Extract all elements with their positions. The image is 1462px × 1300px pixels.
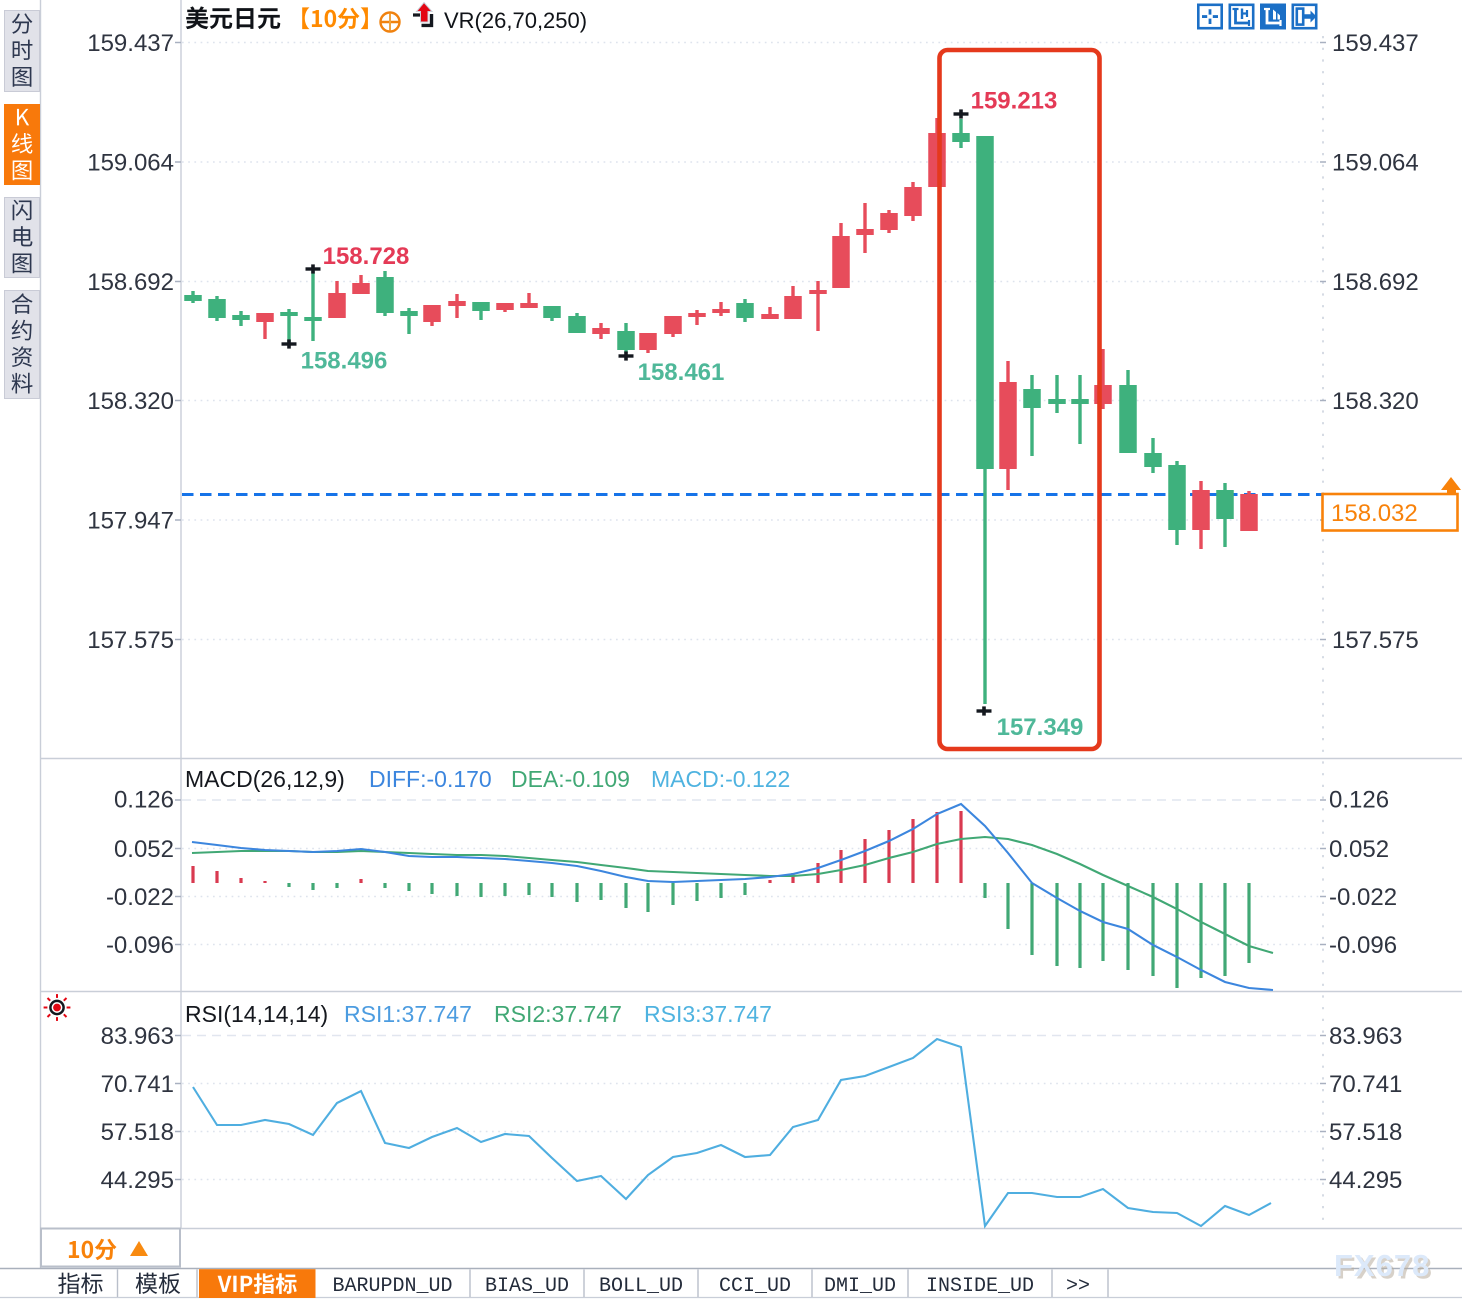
svg-text:159.064: 159.064 [87, 150, 174, 177]
svg-text:158.692: 158.692 [87, 269, 174, 296]
svg-text:158.320: 158.320 [87, 388, 174, 415]
svg-text:-0.096: -0.096 [1329, 932, 1397, 959]
svg-text:RSI2:37.747: RSI2:37.747 [494, 1001, 622, 1027]
svg-text:159.437: 159.437 [87, 30, 174, 57]
svg-text:DMI_UD: DMI_UD [824, 1275, 896, 1298]
svg-text:MACD(26,12,9): MACD(26,12,9) [185, 766, 345, 792]
svg-text:-0.096: -0.096 [106, 932, 174, 959]
svg-text:MACD:-0.122: MACD:-0.122 [651, 766, 790, 792]
svg-text:RSI1:37.747: RSI1:37.747 [344, 1001, 472, 1027]
svg-text:158.320: 158.320 [1332, 388, 1419, 415]
svg-text:0.126: 0.126 [1329, 787, 1389, 814]
svg-text:44.295: 44.295 [101, 1167, 174, 1194]
svg-text:INSIDE_UD: INSIDE_UD [926, 1275, 1034, 1298]
svg-text:RSI(14,14,14): RSI(14,14,14) [185, 1001, 328, 1027]
svg-text:>>: >> [1066, 1275, 1090, 1298]
svg-text:0.126: 0.126 [114, 787, 174, 814]
svg-text:158.692: 158.692 [1332, 269, 1419, 296]
svg-text:83.963: 83.963 [1329, 1023, 1402, 1050]
svg-text:157.575: 157.575 [1332, 627, 1419, 654]
svg-text:157.349: 157.349 [997, 714, 1084, 741]
svg-text:159.213: 159.213 [971, 88, 1058, 115]
svg-text:159.064: 159.064 [1332, 150, 1419, 177]
svg-text:VR(26,70,250): VR(26,70,250) [444, 8, 587, 33]
svg-text:44.295: 44.295 [1329, 1167, 1402, 1194]
svg-text:DEA:-0.109: DEA:-0.109 [511, 766, 630, 792]
svg-text:70.741: 70.741 [101, 1071, 174, 1098]
svg-text:FX678: FX678 [1334, 1248, 1430, 1283]
svg-text:57.518: 57.518 [101, 1119, 174, 1146]
svg-text:CCI_UD: CCI_UD [719, 1275, 791, 1298]
svg-text:RSI3:37.747: RSI3:37.747 [644, 1001, 772, 1027]
svg-text:158.032: 158.032 [1331, 500, 1418, 527]
svg-text:FX678: FX678 [1337, 1251, 1433, 1286]
svg-text:158.461: 158.461 [638, 359, 725, 386]
svg-text:70.741: 70.741 [1329, 1071, 1402, 1098]
svg-text:157.947: 157.947 [87, 508, 174, 535]
svg-text:157.575: 157.575 [87, 627, 174, 654]
svg-text:158.728: 158.728 [323, 243, 410, 270]
svg-text:DIFF:-0.170: DIFF:-0.170 [369, 766, 492, 792]
svg-text:159.437: 159.437 [1332, 30, 1419, 57]
svg-text:-0.022: -0.022 [1329, 884, 1397, 911]
svg-text:57.518: 57.518 [1329, 1119, 1402, 1146]
svg-text:0.052: 0.052 [114, 836, 174, 863]
svg-text:0.052: 0.052 [1329, 836, 1389, 863]
svg-text:BARUPDN_UD: BARUPDN_UD [332, 1275, 452, 1298]
svg-text:158.496: 158.496 [301, 348, 388, 375]
svg-text:BOLL_UD: BOLL_UD [599, 1275, 683, 1298]
svg-text:-0.022: -0.022 [106, 884, 174, 911]
svg-text:83.963: 83.963 [101, 1023, 174, 1050]
svg-text:BIAS_UD: BIAS_UD [485, 1275, 569, 1298]
